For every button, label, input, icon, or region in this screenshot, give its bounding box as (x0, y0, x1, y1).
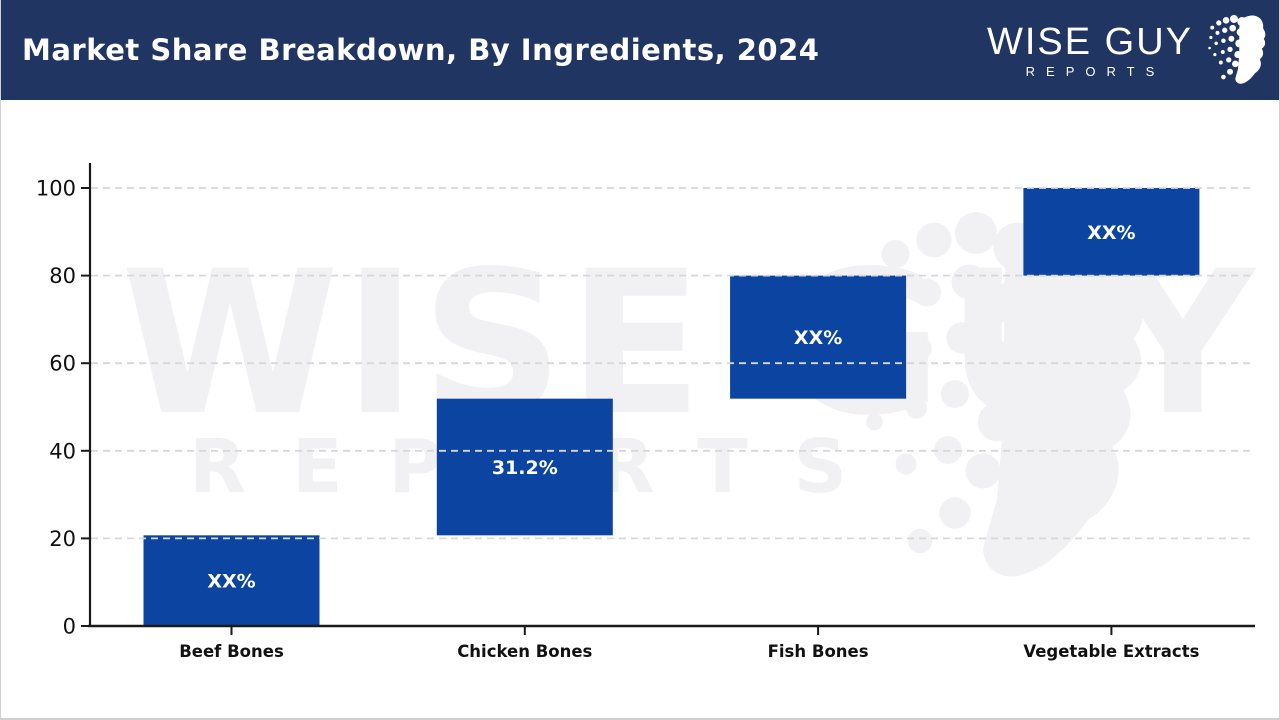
logo-text: WISE GUY REPORTS (987, 23, 1193, 78)
page-title: Market Share Breakdown, By Ingredients, … (22, 33, 820, 67)
x-category-label-1: Beef Bones (179, 642, 284, 661)
bar-value-label-3: XX% (794, 327, 842, 349)
bar-value-label-1: XX% (207, 571, 255, 593)
y-tick-label-0: 0 (63, 615, 76, 639)
wiseguy-logo: WISE GUY REPORTS (987, 0, 1267, 100)
x-category-label-3: Fish Bones (768, 642, 869, 661)
header: Market Share Breakdown, By Ingredients, … (1, 0, 1279, 100)
logo-brand: WISE GUY (986, 20, 1193, 63)
y-tick-label-60: 60 (49, 352, 76, 376)
bar-segment-1 (143, 535, 320, 626)
y-tick-label-80: 80 (49, 264, 76, 288)
logo-tagline: REPORTS (1025, 63, 1166, 79)
bar-segment-2 (436, 398, 613, 536)
bar-value-label-2: 31.2% (492, 457, 558, 479)
x-category-label-4: Vegetable Extracts (1023, 642, 1199, 661)
y-tick-label-20: 20 (49, 527, 76, 551)
bar-value-label-4: XX% (1087, 222, 1135, 244)
y-tick-label-100: 100 (36, 177, 76, 201)
x-category-label-2: Chicken Bones (457, 642, 592, 661)
y-tick-label-40: 40 (49, 439, 76, 463)
